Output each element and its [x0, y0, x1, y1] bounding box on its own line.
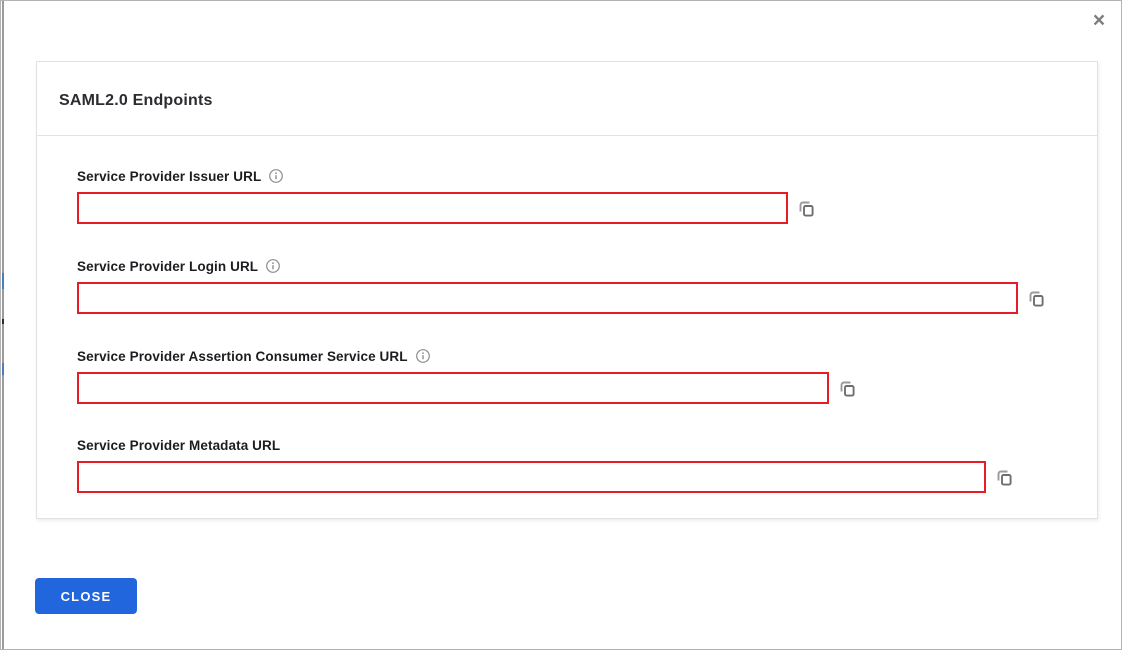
service-provider-metadata-url-input[interactable]	[77, 461, 986, 493]
page-title: SAML2.0 Endpoints	[59, 92, 213, 109]
login-url-label: Service Provider Login URL	[77, 258, 259, 274]
saml-endpoints-modal: × SAML2.0 Endpoints Service Provider Iss…	[5, 1, 1121, 649]
info-icon[interactable]	[415, 348, 431, 364]
field-row-metadata-url: Service Provider Metadata URL	[77, 438, 1097, 493]
info-icon[interactable]	[268, 168, 284, 184]
card-body: Service Provider Issuer URL	[37, 136, 1097, 493]
issuer-url-label: Service Provider Issuer URL	[77, 168, 262, 184]
info-icon[interactable]	[265, 258, 281, 274]
service-provider-issuer-url-input[interactable]	[77, 192, 788, 224]
service-provider-acs-url-input[interactable]	[77, 372, 829, 404]
background-page-fragment	[2, 319, 4, 324]
close-icon[interactable]: ×	[1087, 9, 1111, 33]
background-page-fragment	[2, 363, 4, 375]
saml-endpoints-card: SAML2.0 Endpoints Service Provider Issue…	[36, 61, 1098, 519]
copy-icon[interactable]	[796, 198, 817, 219]
field-row-issuer-url: Service Provider Issuer URL	[77, 168, 1097, 224]
field-row-acs-url: Service Provider Assertion Consumer Serv…	[77, 348, 1097, 404]
copy-icon[interactable]	[1026, 288, 1047, 309]
acs-url-label: Service Provider Assertion Consumer Serv…	[77, 348, 408, 364]
service-provider-login-url-input[interactable]	[77, 282, 1018, 314]
field-row-login-url: Service Provider Login URL	[77, 258, 1097, 314]
background-page-sliver	[2, 1, 4, 649]
metadata-url-label: Service Provider Metadata URL	[77, 438, 281, 453]
background-page-fragment	[2, 273, 4, 289]
copy-icon[interactable]	[837, 378, 858, 399]
copy-icon[interactable]	[994, 467, 1015, 488]
card-header: SAML2.0 Endpoints	[37, 62, 1097, 136]
close-button[interactable]: CLOSE	[35, 578, 137, 614]
